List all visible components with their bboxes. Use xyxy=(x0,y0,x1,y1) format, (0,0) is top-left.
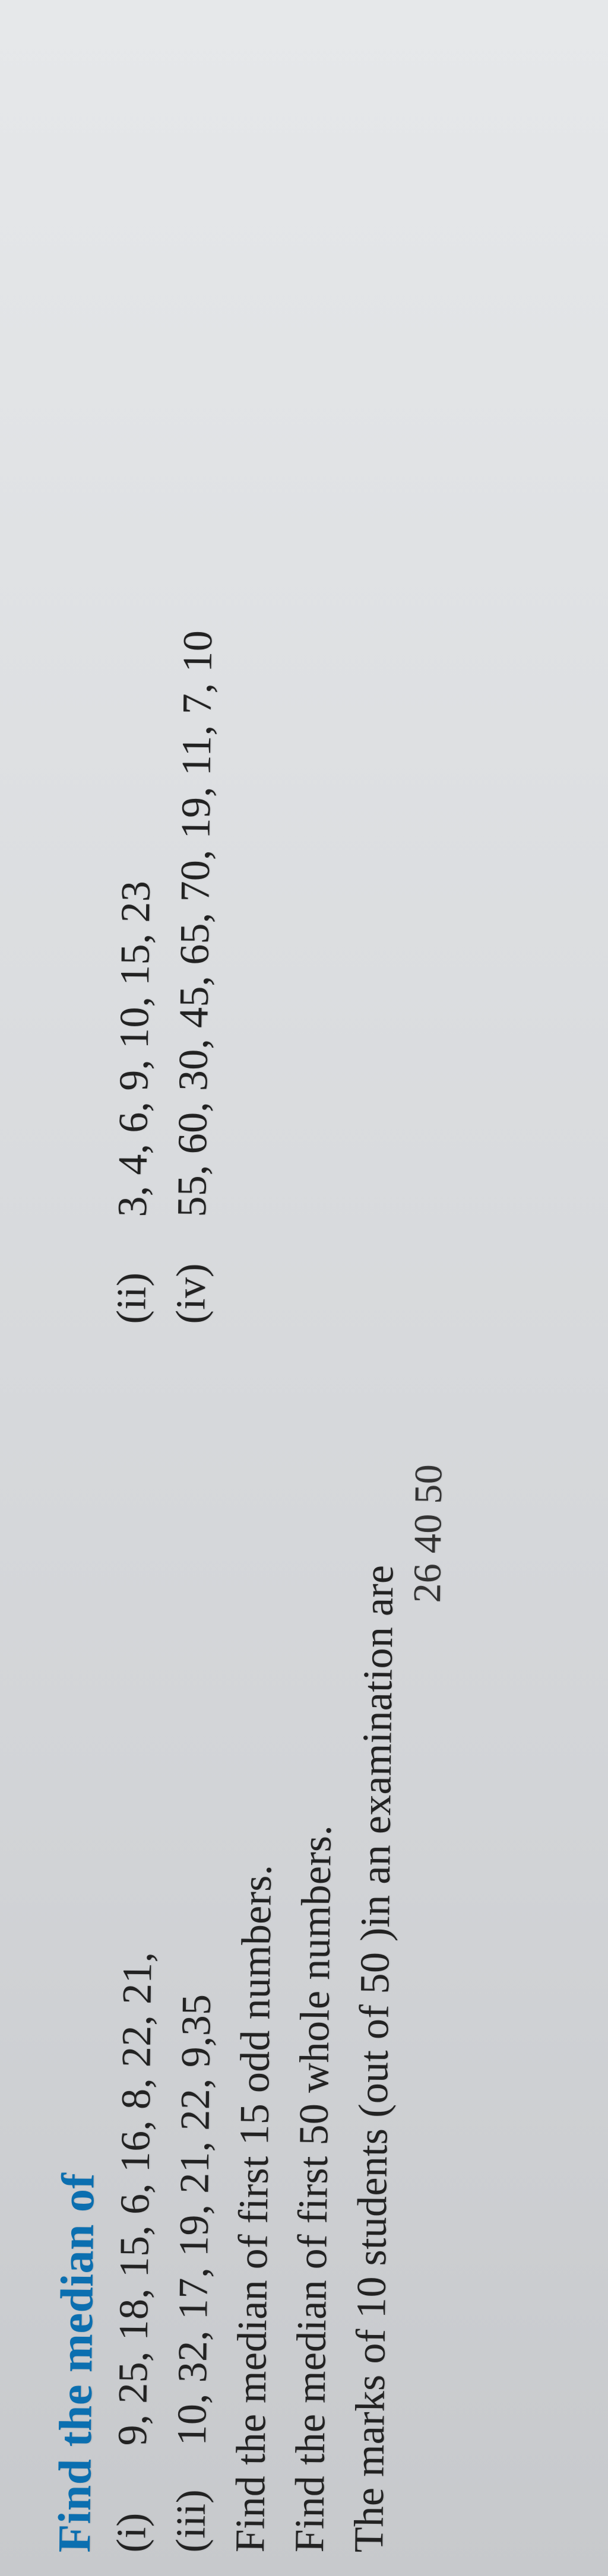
followup-odd-numbers: Find the median of first 15 odd numbers. xyxy=(227,1864,281,2553)
section-heading: Find the median of xyxy=(48,2172,105,2552)
followup-whole-numbers: Find the median of first 50 whole number… xyxy=(286,1825,341,2553)
item-iii-roman: (iii) xyxy=(167,2445,216,2553)
item-ii-roman: (ii) xyxy=(108,1217,157,1324)
page: Find the median of (i)9, 25, 18, 15, 6, … xyxy=(0,0,608,2576)
item-i-row: (i)9, 25, 18, 15, 6, 16, 8, 22, 21, xyxy=(108,1952,162,2553)
followup-marks-stem: The marks of 10 students (out of 50 )in … xyxy=(346,1565,403,2553)
item-i-text: 9, 25, 18, 15, 6, 16, 8, 22, 21, xyxy=(110,1952,161,2446)
item-iii-text: 10, 32, 17, 19, 21, 22, 9,35 xyxy=(169,1994,220,2446)
item-ii-row: (ii)3, 4, 6, 9, 10, 15, 23 xyxy=(108,880,160,1324)
item-i-roman: (i) xyxy=(108,2445,157,2553)
item-iv-row: (iv)55, 60, 30, 45, 65, 70, 19, 11, 7, 1… xyxy=(167,630,222,1324)
item-ii-text: 3, 4, 6, 9, 10, 15, 23 xyxy=(110,880,159,1217)
item-iii-row: (iii)10, 32, 17, 19, 21, 22, 9,35 xyxy=(167,1994,221,2553)
item-iv-roman: (iv) xyxy=(167,1217,216,1324)
item-iv-text: 55, 60, 30, 45, 65, 70, 19, 11, 7, 10 xyxy=(169,630,221,1217)
followup-fragment: 26 40 50 xyxy=(405,1464,451,1603)
